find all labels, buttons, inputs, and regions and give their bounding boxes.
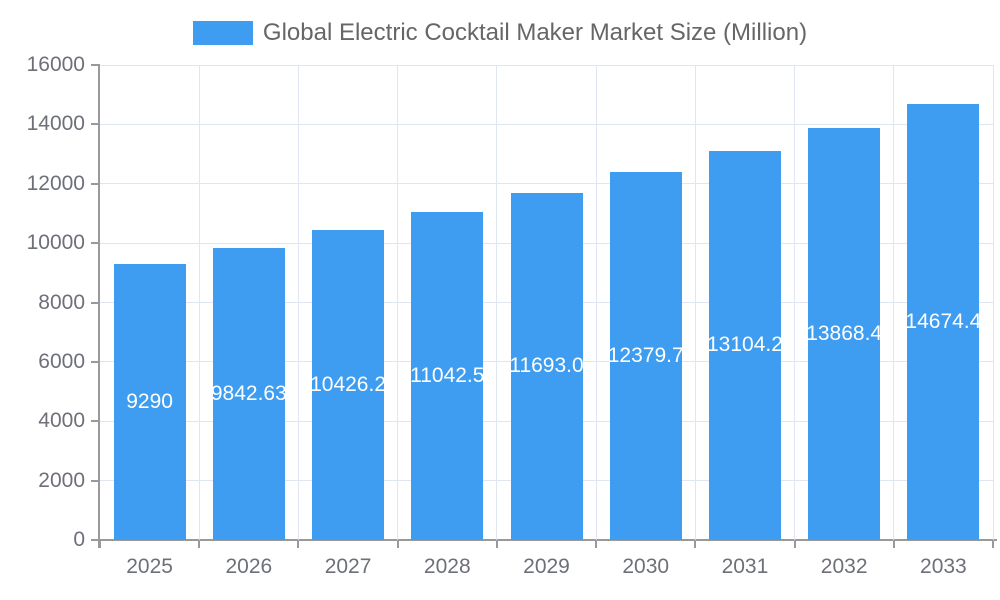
bar-value-label: 11693.0 bbox=[509, 354, 584, 378]
bar[interactable] bbox=[212, 247, 285, 540]
gridline-horizontal bbox=[100, 183, 993, 185]
x-axis-tick bbox=[595, 540, 598, 548]
bar[interactable] bbox=[808, 128, 881, 540]
x-axis-tick bbox=[396, 540, 399, 548]
y-tick-label: 4000 bbox=[38, 409, 85, 433]
bar-value-label: 9842.63 bbox=[210, 381, 287, 405]
gridline-vertical bbox=[893, 65, 895, 540]
y-tick-label: 10000 bbox=[26, 231, 85, 255]
x-tick-label: 2033 bbox=[920, 555, 967, 578]
bar-value-label: 13868.4 bbox=[806, 322, 883, 346]
gridline-vertical bbox=[397, 65, 399, 540]
gridline-vertical bbox=[794, 65, 796, 540]
x-axis-tick bbox=[297, 540, 300, 548]
bar[interactable] bbox=[609, 172, 682, 540]
legend-label: Global Electric Cocktail Maker Market Si… bbox=[262, 19, 808, 46]
y-axis-tick bbox=[91, 123, 100, 126]
y-axis-tick bbox=[91, 479, 100, 482]
y-tick-label: 0 bbox=[73, 528, 85, 551]
gridline-horizontal bbox=[100, 123, 993, 125]
y-axis-tick bbox=[91, 64, 100, 66]
gridline-vertical bbox=[198, 65, 200, 540]
bar-value-label: 10426.2 bbox=[310, 373, 387, 397]
x-tick-label: 2030 bbox=[622, 555, 670, 578]
x-tick-label: 2029 bbox=[523, 555, 570, 578]
y-axis-tick bbox=[91, 360, 100, 363]
gridline-vertical bbox=[496, 65, 498, 540]
y-tick-label: 2000 bbox=[38, 468, 85, 492]
x-tick-label: 2026 bbox=[225, 555, 273, 578]
gridline-vertical bbox=[694, 65, 696, 540]
bar[interactable] bbox=[907, 104, 980, 540]
bar[interactable] bbox=[411, 212, 484, 540]
bar[interactable] bbox=[113, 264, 186, 540]
y-axis-line bbox=[98, 65, 100, 548]
y-tick-label: 6000 bbox=[38, 349, 85, 373]
x-axis-tick bbox=[495, 540, 498, 548]
legend-item[interactable]: Global Electric Cocktail Maker Market Si… bbox=[0, 20, 1000, 46]
y-tick-label: 12000 bbox=[26, 171, 85, 195]
x-tick-label: 2027 bbox=[324, 555, 372, 578]
y-axis-tick bbox=[91, 301, 100, 304]
x-tick-label: 2032 bbox=[820, 555, 868, 578]
gridline-vertical bbox=[992, 65, 994, 540]
x-axis-line bbox=[98, 539, 997, 541]
bar[interactable] bbox=[708, 150, 781, 540]
legend-swatch-icon bbox=[192, 21, 253, 45]
bar-value-label: 14674.4 bbox=[905, 310, 982, 334]
gridline-vertical bbox=[297, 65, 299, 540]
x-tick-label: 2025 bbox=[126, 555, 173, 578]
y-tick-label: 8000 bbox=[38, 290, 85, 314]
y-axis-tick bbox=[91, 539, 100, 541]
bar-value-label: 9290 bbox=[126, 390, 173, 414]
gridline-vertical bbox=[595, 65, 597, 540]
y-tick-label: 16000 bbox=[26, 53, 85, 76]
x-axis-tick bbox=[892, 540, 895, 548]
bar-value-label: 12379.7 bbox=[607, 344, 684, 368]
y-tick-label: 14000 bbox=[26, 112, 85, 136]
x-axis-tick bbox=[694, 540, 697, 548]
gridline-horizontal bbox=[100, 64, 993, 66]
x-axis-tick bbox=[99, 540, 101, 548]
bar-value-label: 13104.2 bbox=[706, 333, 783, 357]
bar[interactable] bbox=[312, 230, 385, 540]
bar[interactable] bbox=[510, 192, 583, 540]
y-axis-tick bbox=[91, 420, 100, 423]
y-axis-tick bbox=[91, 182, 100, 185]
x-axis-tick bbox=[198, 540, 201, 548]
x-tick-label: 2028 bbox=[423, 555, 471, 578]
y-axis-tick bbox=[91, 242, 100, 245]
x-axis-tick bbox=[992, 540, 994, 548]
x-axis-tick bbox=[793, 540, 796, 548]
bar-value-label: 11042.5 bbox=[410, 364, 485, 388]
x-tick-label: 2031 bbox=[721, 555, 769, 578]
